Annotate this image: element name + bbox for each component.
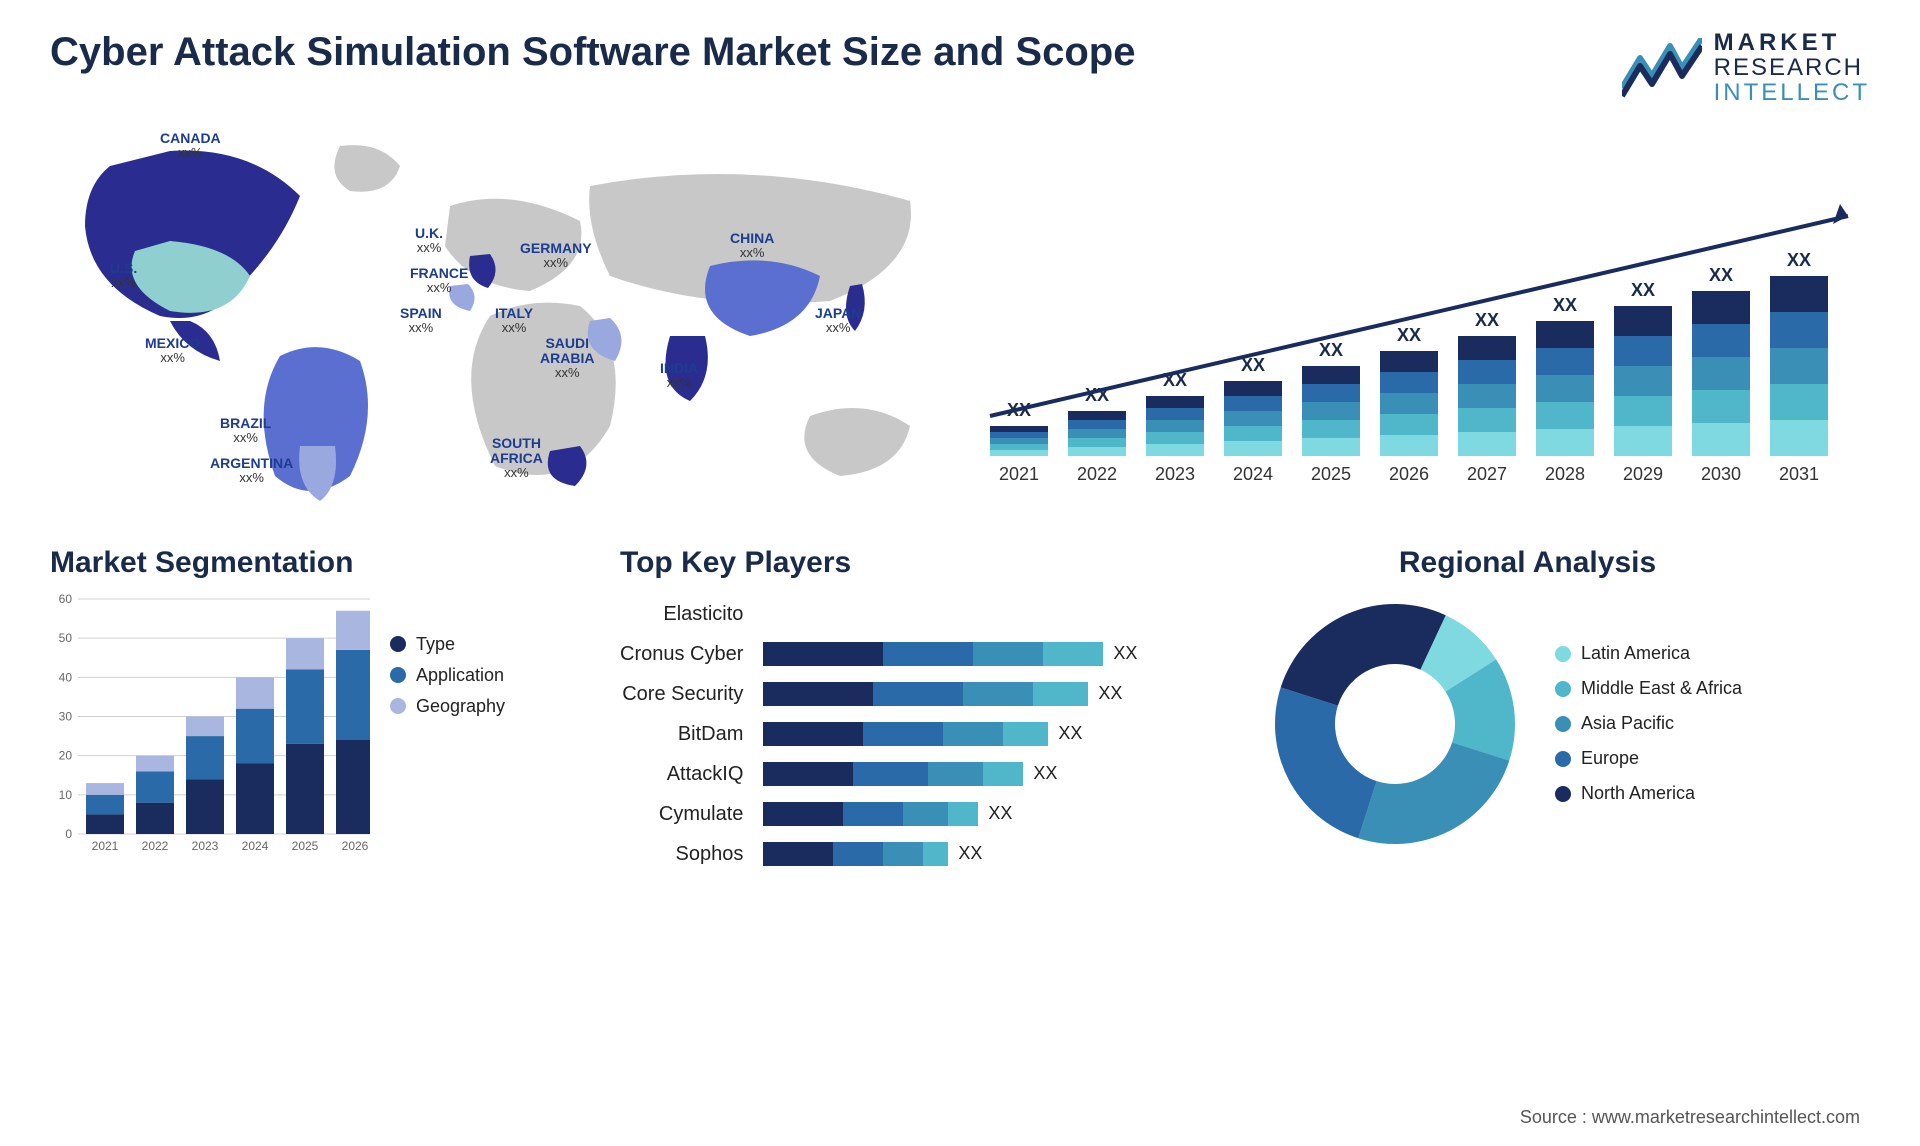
key-player-name: AttackIQ (620, 754, 743, 794)
regional-legend-item: Asia Pacific (1555, 713, 1742, 734)
key-player-row: XX (763, 834, 1225, 874)
map-country-label: SPAINxx% (400, 306, 442, 336)
svg-text:2025: 2025 (1311, 464, 1351, 484)
svg-text:2025: 2025 (292, 839, 319, 853)
svg-text:2026: 2026 (342, 839, 369, 853)
map-country-label: ARGENTINAxx% (210, 456, 293, 486)
segmentation-legend-item: Geography (390, 696, 505, 717)
logo-line3: INTELLECT (1714, 80, 1870, 105)
segmentation-legend: Type Application Geography (390, 594, 505, 874)
svg-text:XX: XX (1709, 265, 1733, 285)
svg-text:XX: XX (1319, 340, 1343, 360)
world-map-panel: CANADAxx% U.S.xx% MEXICOxx% BRAZILxx% ARGENT… (50, 126, 950, 506)
projection-chart: XX 2021 XX 2022 XX 2023 XX 2024 XX 2025 XX 2026 XX 20… (980, 126, 1860, 486)
map-country-label: ITALYxx% (495, 306, 533, 336)
key-player-name: Elasticito (620, 594, 743, 634)
regional-legend-item: Middle East & Africa (1555, 678, 1742, 699)
svg-text:2024: 2024 (1233, 464, 1273, 484)
key-player-name: Cymulate (620, 794, 743, 834)
page-title: Cyber Attack Simulation Software Market … (50, 30, 1135, 75)
key-player-row: XX (763, 794, 1225, 834)
regional-legend-item: Latin America (1555, 643, 1742, 664)
map-country-label: FRANCExx% (410, 266, 468, 296)
logo-line2: RESEARCH (1714, 55, 1870, 80)
svg-text:2028: 2028 (1545, 464, 1585, 484)
brand-logo: MARKET RESEARCH INTELLECT (1622, 30, 1870, 106)
svg-text:2024: 2024 (242, 839, 269, 853)
regional-panel: Regional Analysis Latin AmericaMiddle Ea… (1265, 546, 1870, 874)
svg-text:XX: XX (1475, 310, 1499, 330)
key-player-name: BitDam (620, 714, 743, 754)
key-player-name: Cronus Cyber (620, 634, 743, 674)
key-player-name: Core Security (620, 674, 743, 714)
regional-legend: Latin America Middle East & Africa Asia Pa… (1555, 629, 1742, 818)
svg-text:10: 10 (59, 787, 73, 801)
svg-text:60: 60 (59, 594, 73, 606)
key-player-name: Sophos (620, 834, 743, 874)
regional-legend-item: Europe (1555, 748, 1742, 769)
logo-line1: MARKET (1714, 30, 1870, 55)
svg-text:50: 50 (59, 631, 73, 645)
svg-text:2022: 2022 (1077, 464, 1117, 484)
map-country-label: U.S.xx% (110, 261, 137, 291)
map-country-label: CHINAxx% (730, 231, 774, 261)
map-country-label: INDIAxx% (660, 361, 698, 391)
svg-text:XX: XX (1787, 250, 1811, 270)
segmentation-chart: 0 10 20 30 40 50 60 2021 2022 2023 2024 2025 2026 (50, 594, 370, 874)
map-country-label: GERMANYxx% (520, 241, 592, 271)
svg-text:XX: XX (1631, 280, 1655, 300)
map-country-label: SOUTHAFRICAxx% (490, 436, 543, 481)
svg-text:2030: 2030 (1701, 464, 1741, 484)
map-country-label: BRAZILxx% (220, 416, 271, 446)
svg-text:2022: 2022 (142, 839, 169, 853)
key-player-row (763, 594, 1225, 634)
map-country-label: MEXICOxx% (145, 336, 200, 366)
svg-text:XX: XX (1397, 325, 1421, 345)
svg-text:0: 0 (65, 827, 72, 841)
svg-text:2027: 2027 (1467, 464, 1507, 484)
svg-text:2031: 2031 (1779, 464, 1819, 484)
segmentation-title: Market Segmentation (50, 546, 580, 580)
regional-donut-chart (1265, 594, 1525, 854)
key-player-row: XX (763, 714, 1225, 754)
key-player-row: XX (763, 634, 1225, 674)
svg-text:2021: 2021 (999, 464, 1039, 484)
key-players-panel: Top Key Players ElasticitoCronus CyberCo… (620, 546, 1225, 874)
key-players-title: Top Key Players (620, 546, 1225, 580)
segmentation-panel: Market Segmentation 0 10 20 30 40 50 60 2021 202… (50, 546, 580, 874)
key-player-row: XX (763, 674, 1225, 714)
map-country-label: JAPANxx% (815, 306, 861, 336)
key-player-row: XX (763, 754, 1225, 794)
segmentation-legend-item: Application (390, 665, 505, 686)
map-country-label: U.K.xx% (415, 226, 443, 256)
projection-chart-panel: XX 2021 XX 2022 XX 2023 XX 2024 XX 2025 XX 2026 XX 20… (980, 126, 1870, 506)
svg-text:20: 20 (59, 748, 73, 762)
regional-legend-item: North America (1555, 783, 1742, 804)
key-players-names: ElasticitoCronus CyberCore SecurityBitDa… (620, 594, 743, 874)
svg-text:XX: XX (1553, 295, 1577, 315)
svg-text:2021: 2021 (92, 839, 119, 853)
segmentation-legend-item: Type (390, 634, 505, 655)
svg-text:40: 40 (59, 670, 73, 684)
svg-text:2023: 2023 (192, 839, 219, 853)
map-country-label: CANADAxx% (160, 131, 221, 161)
logo-icon (1622, 38, 1702, 98)
map-country-label: SAUDIARABIAxx% (540, 336, 594, 381)
key-players-bars: XXXXXXXXXXXX (763, 594, 1225, 874)
source-attribution: Source : www.marketresearchintellect.com (1520, 1107, 1860, 1128)
svg-text:30: 30 (59, 709, 73, 723)
regional-title: Regional Analysis (1185, 546, 1870, 580)
svg-text:2026: 2026 (1389, 464, 1429, 484)
svg-text:2023: 2023 (1155, 464, 1195, 484)
svg-text:2029: 2029 (1623, 464, 1663, 484)
